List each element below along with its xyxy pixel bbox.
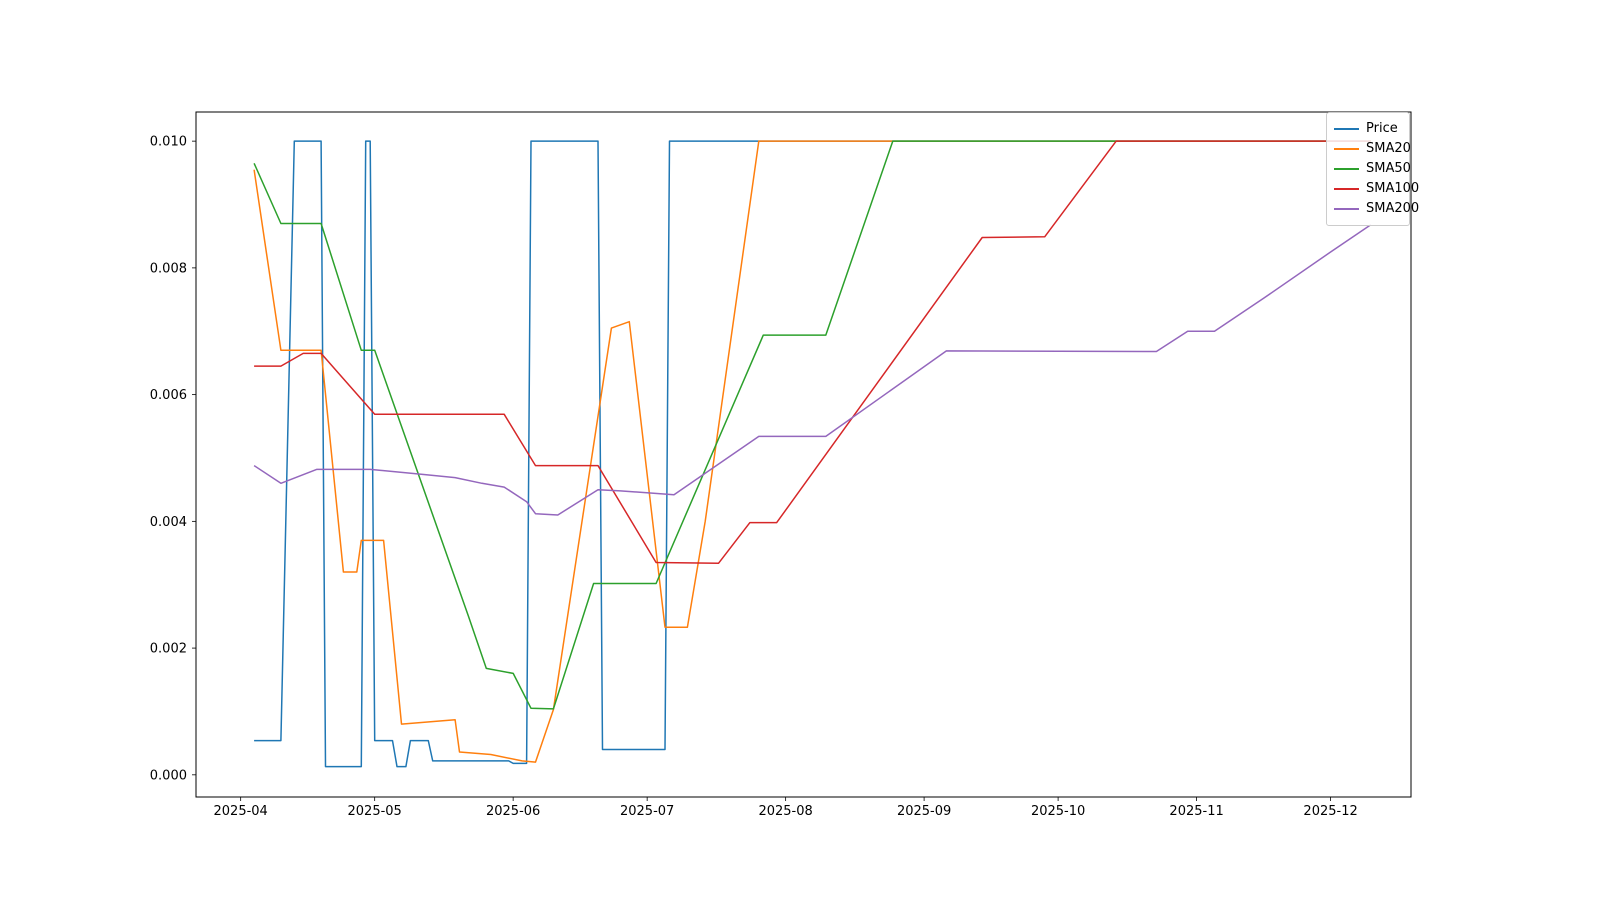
y-tick-label: 0.006 xyxy=(150,388,187,403)
series-line-sma200 xyxy=(253,224,1372,516)
y-tick-label: 0.008 xyxy=(150,261,187,276)
sma50-line-swatch xyxy=(1334,168,1359,170)
legend-label: SMA100 xyxy=(1366,181,1420,196)
plot-area xyxy=(195,111,1412,798)
legend-item-sma200: SMA200 xyxy=(1334,199,1419,219)
legend-item-price: Price xyxy=(1334,119,1401,139)
y-tick-label: 0.004 xyxy=(150,515,187,530)
series-line-price xyxy=(254,140,1371,768)
price-line-swatch xyxy=(1334,128,1359,130)
legend-label: SMA20 xyxy=(1366,141,1411,156)
x-tick-label: 2025-06 xyxy=(486,804,540,819)
y-tick-label: 0.000 xyxy=(150,768,187,783)
series-line-sma50 xyxy=(253,140,1371,710)
x-tick-label: 2025-07 xyxy=(620,804,674,819)
y-tick-label: 0.002 xyxy=(150,642,187,657)
series-line-sma100 xyxy=(254,140,1371,564)
sma200-line-swatch xyxy=(1334,208,1359,210)
x-tick-label: 2025-04 xyxy=(214,804,268,819)
series-line-sma20 xyxy=(253,140,1371,763)
x-tick-label: 2025-11 xyxy=(1169,804,1223,819)
x-tick-label: 2025-10 xyxy=(1031,804,1085,819)
y-tick-label: 0.010 xyxy=(150,135,187,150)
legend-label: SMA200 xyxy=(1366,201,1420,216)
x-tick-label: 2025-09 xyxy=(897,804,951,819)
legend-label: Price xyxy=(1366,121,1398,136)
legend-item-sma50: SMA50 xyxy=(1334,159,1411,179)
legend-label: SMA50 xyxy=(1366,161,1411,176)
legend: Price SMA20 SMA50 SMA100 SMA200 xyxy=(1326,112,1419,226)
x-tick-label: 2025-05 xyxy=(348,804,402,819)
legend-item-sma20: SMA20 xyxy=(1334,139,1411,159)
sma100-line-swatch xyxy=(1334,188,1359,190)
legend-item-sma100: SMA100 xyxy=(1334,179,1419,199)
sma20-line-swatch xyxy=(1334,148,1359,150)
x-tick-label: 2025-12 xyxy=(1303,804,1357,819)
x-tick-label: 2025-08 xyxy=(758,804,812,819)
